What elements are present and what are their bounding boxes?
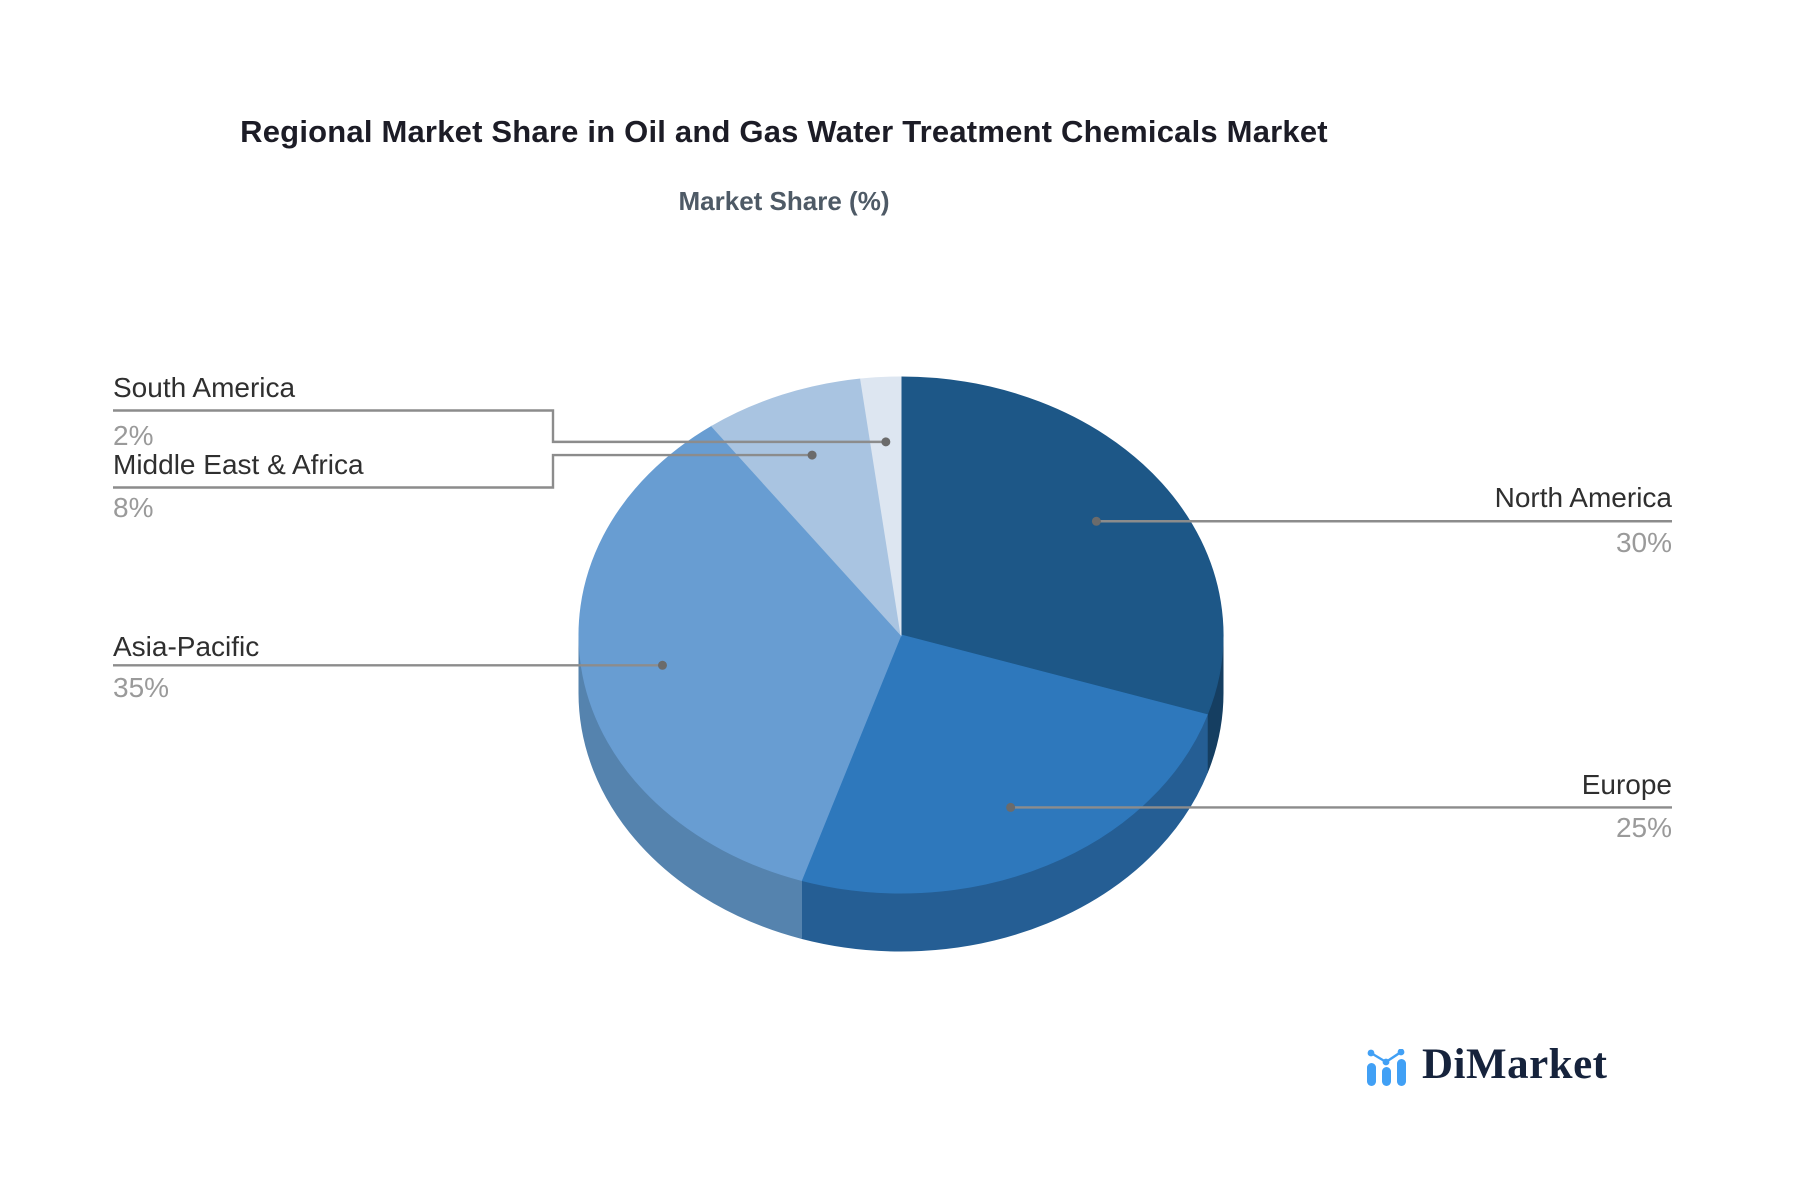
slice-label-south-america: South America	[113, 372, 296, 403]
slice-pct-asia-pacific: 35%	[113, 672, 170, 703]
bar-chart-logo-icon	[1367, 1049, 1406, 1086]
leader-dot-middle-east-africa	[807, 450, 817, 460]
slice-pct-middle-east-africa: 8%	[113, 492, 154, 523]
label-leader-lines	[113, 409, 1672, 812]
pie-slice-asia-pacific[interactable]	[578, 425, 902, 881]
leader-dot-north-america	[1091, 516, 1101, 526]
dimarket-logo: DiMarket	[1367, 1041, 1608, 1088]
logo-wordmark: DiMarket	[1422, 1041, 1608, 1088]
slice-pct-europe: 25%	[1615, 812, 1672, 843]
leader-dot-south-america	[881, 437, 891, 447]
slice-pct-south-america: 2%	[113, 420, 154, 451]
pie-slice-europe[interactable]	[800, 634, 1208, 894]
slice-label-north-america: North America	[1494, 482, 1672, 513]
leader-dot-asia-pacific	[657, 660, 667, 670]
chart-title: Regional Market Share in Oil and Gas Wat…	[240, 114, 1328, 149]
leader-line-middle-east-africa	[113, 453, 813, 489]
slice-label-middle-east-africa: Middle East & Africa	[113, 449, 364, 480]
slice-pct-north-america: 30%	[1615, 527, 1672, 558]
leader-dot-europe	[1006, 802, 1016, 812]
pie-slice-north-america[interactable]	[900, 376, 1224, 716]
slice-label-europe: Europe	[1581, 769, 1672, 800]
leader-line-south-america	[113, 409, 886, 444]
slice-label-asia-pacific: Asia-Pacific	[113, 631, 260, 662]
chart-subtitle: Market Share (%)	[678, 186, 890, 216]
